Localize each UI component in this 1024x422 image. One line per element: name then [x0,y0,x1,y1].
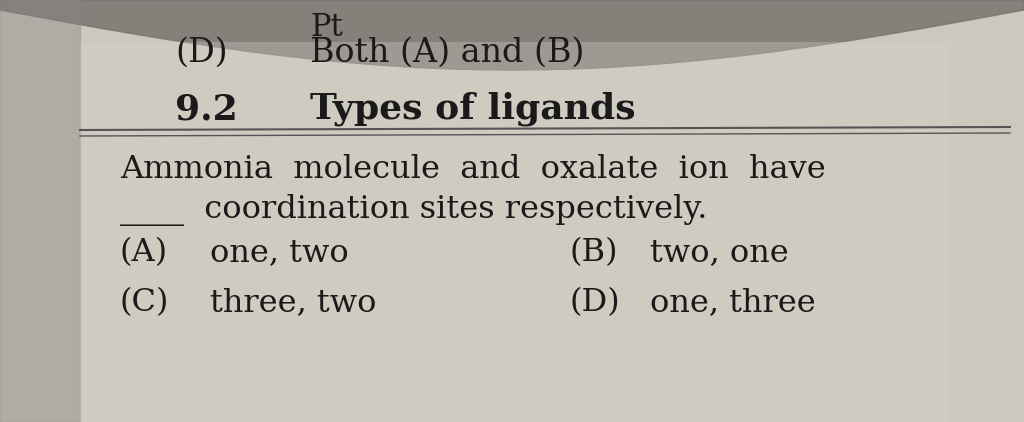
Text: (A): (A) [120,237,168,268]
Text: Ammonia  molecule  and  oxalate  ion  have: Ammonia molecule and oxalate ion have [120,154,825,185]
Text: one, three: one, three [650,287,816,318]
Text: (D): (D) [175,37,227,69]
Text: ____  coordination sites respectively.: ____ coordination sites respectively. [120,194,708,226]
Polygon shape [0,0,80,422]
Text: (B): (B) [570,237,618,268]
Text: two, one: two, one [650,237,788,268]
Text: Types of ligands: Types of ligands [310,92,636,127]
Bar [80,42,950,422]
Text: three, two: three, two [210,287,377,318]
Text: one, two: one, two [210,237,349,268]
Text: Pt: Pt [310,12,343,43]
Text: (C): (C) [120,287,169,318]
Polygon shape [0,0,1024,70]
Text: 9.2: 9.2 [175,92,238,126]
Text: Both (A) and (B): Both (A) and (B) [310,37,585,69]
Text: (D): (D) [570,287,621,318]
